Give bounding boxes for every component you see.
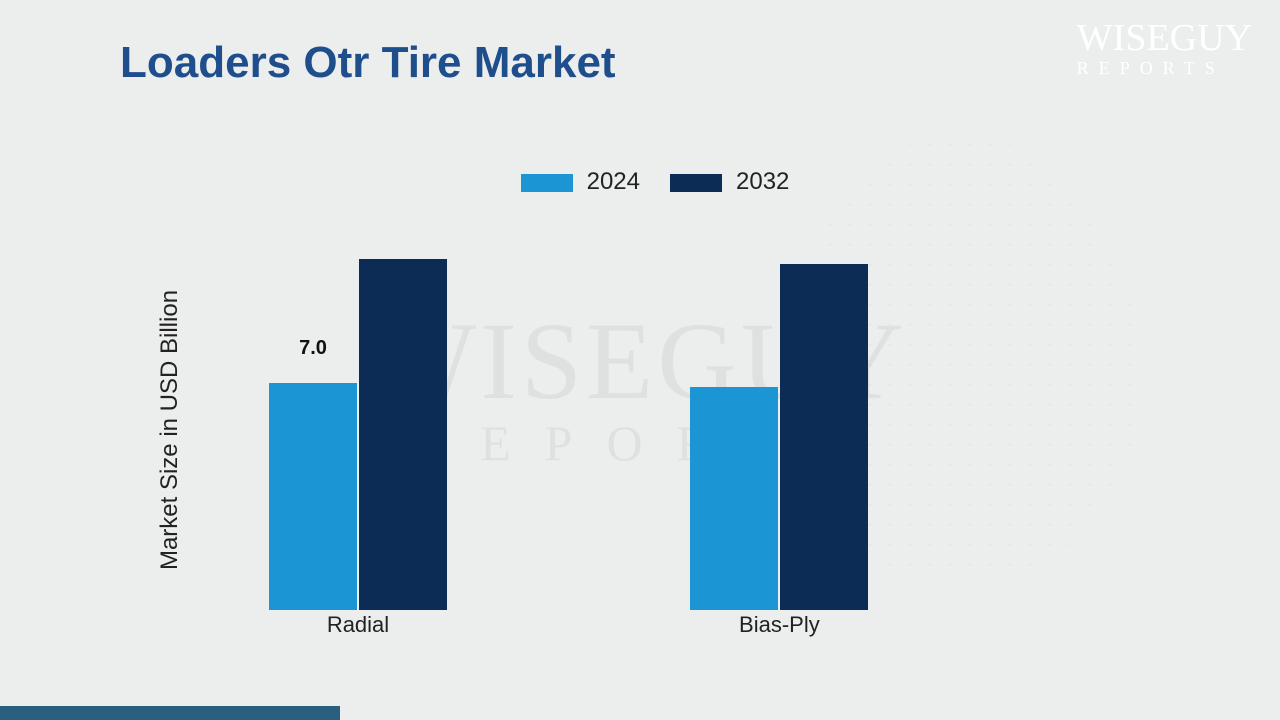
x-axis-tick-label: Radial xyxy=(327,612,389,638)
x-axis-tick-label: Bias-Ply xyxy=(739,612,820,638)
legend-label: 2032 xyxy=(736,168,789,195)
x-axis-labels: Radial Bias-Ply xyxy=(100,612,960,640)
stage: WISEGUY REPORTS Loaders Otr Tire Market … xyxy=(0,0,1280,720)
bar xyxy=(359,259,447,610)
bar xyxy=(269,383,357,611)
page-title: Loaders Otr Tire Market xyxy=(120,38,616,88)
bar xyxy=(780,264,868,610)
legend-swatch xyxy=(670,174,722,192)
plot: 7.0 xyxy=(100,220,960,610)
brand-line2: REPORTS xyxy=(1077,60,1252,77)
legend-label: 2024 xyxy=(587,168,640,195)
value-label: 7.0 xyxy=(299,337,327,360)
bottom-accent-bar xyxy=(0,706,340,720)
brand-logo: WISEGUY REPORTS xyxy=(1077,20,1252,77)
chart-area: Market Size in USD Billion 7.0 RadialBia… xyxy=(90,220,960,640)
bar xyxy=(690,387,778,610)
legend: 2024 2032 xyxy=(0,168,1280,196)
brand-line1: WISEGUY xyxy=(1077,17,1252,59)
legend-swatch xyxy=(521,174,573,192)
